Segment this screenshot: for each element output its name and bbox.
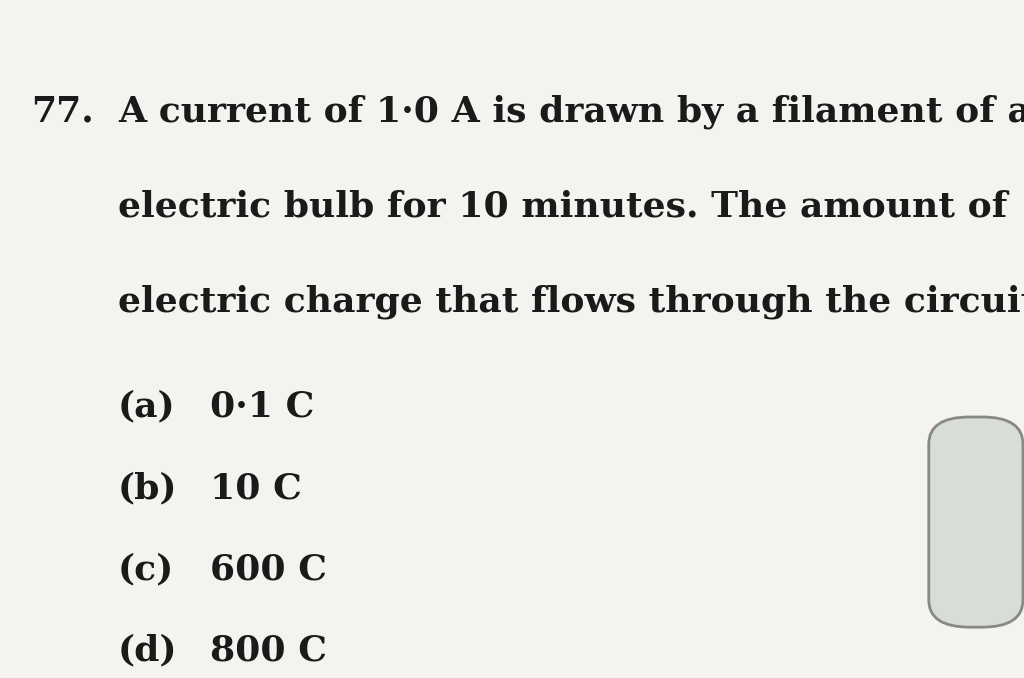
Text: electric charge that flows through the circuit is: electric charge that flows through the c… bbox=[118, 285, 1024, 319]
Text: 0·1 C: 0·1 C bbox=[210, 390, 314, 424]
Text: 10 C: 10 C bbox=[210, 471, 302, 505]
Text: 77.: 77. bbox=[31, 95, 93, 129]
Text: 600 C: 600 C bbox=[210, 553, 327, 586]
Text: (c): (c) bbox=[118, 553, 174, 586]
Text: (d): (d) bbox=[118, 634, 177, 668]
Text: (a): (a) bbox=[118, 390, 175, 424]
FancyBboxPatch shape bbox=[929, 417, 1023, 627]
Text: electric bulb for 10 minutes. The amount of: electric bulb for 10 minutes. The amount… bbox=[118, 190, 1008, 224]
Text: 800 C: 800 C bbox=[210, 634, 327, 668]
Text: (b): (b) bbox=[118, 471, 177, 505]
Text: A current of 1·0 A is drawn by a filament of an: A current of 1·0 A is drawn by a filamen… bbox=[118, 95, 1024, 129]
